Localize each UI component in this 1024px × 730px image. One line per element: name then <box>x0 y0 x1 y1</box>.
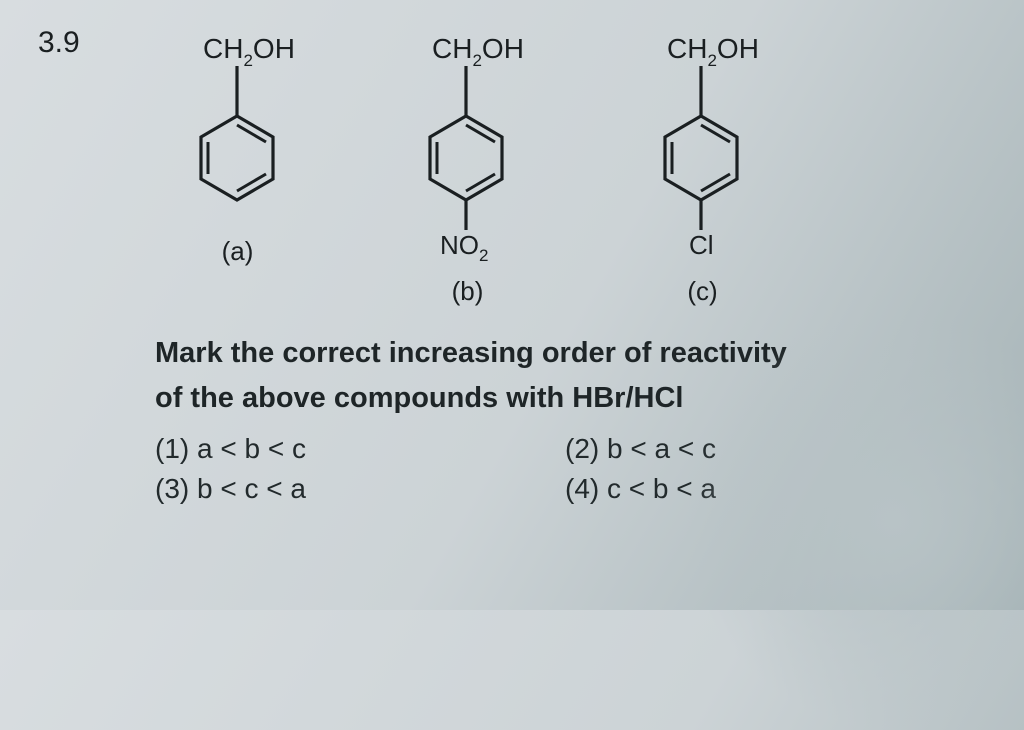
structure-a-label: (a) <box>222 236 254 267</box>
structure-b-label: (b) <box>452 276 484 307</box>
a-sub2: 2 <box>243 51 252 70</box>
a-oh: OH <box>253 33 295 64</box>
svg-text:CH2OH: CH2OH <box>667 33 759 70</box>
option-1[interactable]: (1) a < b < c <box>155 433 565 465</box>
stem-line-1: Mark the correct increasing order of rea… <box>155 337 787 369</box>
stem-line-2: of the above compounds with HBr/HCl <box>155 382 683 414</box>
svg-text:CH2OH: CH2OH <box>432 33 524 70</box>
option-3[interactable]: (3) b < c < a <box>155 473 565 505</box>
b-sub2: 2 <box>472 51 481 70</box>
c-cl: Cl <box>689 230 714 260</box>
b-oh: OH <box>482 33 524 64</box>
question-stem: Mark the correct increasing order of rea… <box>155 331 975 421</box>
svg-text:NO2: NO2 <box>440 230 488 265</box>
b-no: NO <box>440 230 479 260</box>
molecule-c-svg: CH2OH Cl <box>615 30 790 270</box>
b-ch: CH <box>432 33 472 64</box>
a-ch: CH <box>203 33 243 64</box>
question-number: 3.9 <box>38 26 80 60</box>
c-oh: OH <box>717 33 759 64</box>
structure-row: CH2OH (a) CH2OH <box>155 30 979 307</box>
structure-c: CH2OH Cl (c) <box>615 30 790 307</box>
options-grid: (1) a < b < c (2) b < a < c (3) b < c < … <box>155 433 975 505</box>
structure-b: CH2OH NO2 (b) <box>380 30 555 307</box>
structure-a: CH2OH (a) <box>155 30 320 267</box>
molecule-a-svg: CH2OH <box>155 30 320 230</box>
option-2[interactable]: (2) b < a < c <box>565 433 975 465</box>
c-sub2: 2 <box>707 51 716 70</box>
molecule-b-svg: CH2OH NO2 <box>380 30 555 270</box>
b-no2sub: 2 <box>479 246 488 265</box>
structure-c-label: (c) <box>687 276 717 307</box>
option-4[interactable]: (4) c < b < a <box>565 473 975 505</box>
svg-text:CH2OH: CH2OH <box>203 33 295 70</box>
c-ch: CH <box>667 33 707 64</box>
svg-text:Cl: Cl <box>689 230 714 260</box>
page: 3.9 CH2OH (a) <box>0 0 1024 505</box>
